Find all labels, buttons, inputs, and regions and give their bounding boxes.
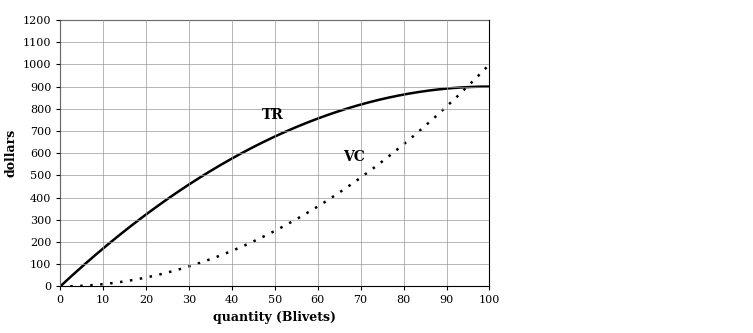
- X-axis label: quantity (Blivets): quantity (Blivets): [213, 311, 337, 324]
- Text: TR: TR: [262, 109, 284, 123]
- Y-axis label: dollars: dollars: [5, 129, 17, 177]
- Text: VC: VC: [343, 150, 365, 164]
